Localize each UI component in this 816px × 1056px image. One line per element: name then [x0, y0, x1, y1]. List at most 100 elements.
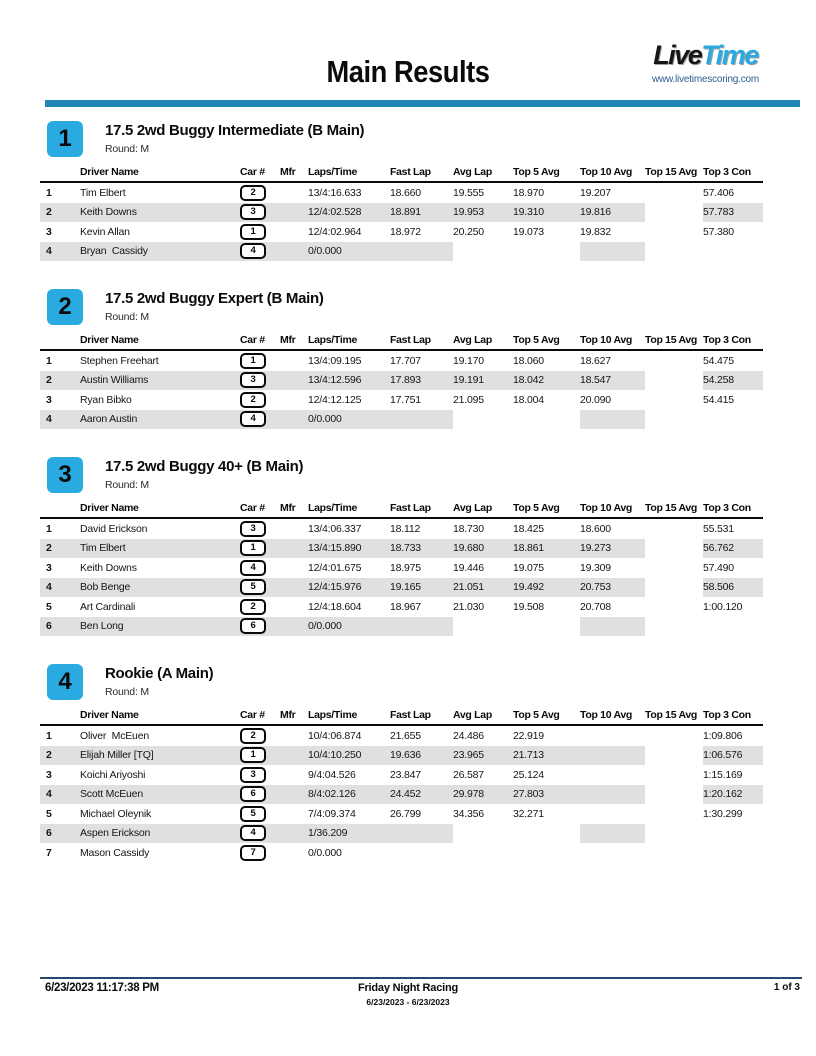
cell-mfr [280, 726, 308, 746]
col-header-avg: Avg Lap [453, 166, 492, 178]
table-row: 2 Elijah Miller [TQ] 1 10/4:10.250 19.636 23.… [40, 745, 763, 765]
cell-driver: Tim Elbert [80, 186, 126, 199]
col-header-laps: Laps/Time [308, 334, 358, 346]
cell-laps: 10/4:10.250 [308, 745, 390, 765]
cell-top15 [645, 577, 703, 597]
cell-top10 [580, 823, 645, 843]
cell-fast: 17.707 [390, 354, 421, 367]
car-number-badge: 4 [240, 243, 266, 260]
col-header-top15: Top 15 Avg [645, 334, 698, 346]
cell-driver: Kevin Allan [80, 225, 130, 238]
cell-pos: 2 [40, 538, 80, 558]
cell-fast: 19.165 [390, 577, 453, 597]
col-header-top5: Top 5 Avg [513, 709, 560, 721]
cell-mfr [280, 823, 308, 843]
cell-laps: 13/4:12.596 [308, 370, 390, 390]
cell-pos: 5 [46, 600, 52, 613]
cell-driver: Keith Downs [80, 202, 240, 222]
cell-fast: 18.967 [390, 600, 421, 613]
cell-driver: Michael Oleynik [80, 807, 152, 820]
cell-pos: 6 [40, 823, 80, 843]
results-table: Driver Name Car # Mfr Laps/Time Fast Lap Avg … [40, 166, 763, 261]
cell-top10: 18.547 [580, 370, 645, 390]
cell-top5: 18.060 [513, 354, 544, 367]
col-header-top15: Top 15 Avg [645, 709, 698, 721]
cell-top15 [645, 183, 703, 203]
footer-timestamp: 6/23/2023 11:17:38 PM [45, 982, 159, 994]
cell-mfr [280, 765, 308, 785]
page-title: Main Results [326, 54, 490, 89]
cell-top15 [645, 823, 703, 843]
cell-avg [453, 409, 513, 429]
cell-avg [453, 823, 513, 843]
cell-avg [453, 843, 513, 863]
cell-avg: 19.953 [453, 202, 513, 222]
logo-time-text: Time [701, 40, 759, 70]
cell-top5: 19.310 [513, 202, 580, 222]
cell-top15 [645, 370, 703, 390]
cell-top3: 55.531 [703, 522, 734, 535]
col-header-top10: Top 10 Avg [580, 709, 633, 721]
cell-avg: 20.250 [453, 225, 484, 238]
cell-car: 4 [240, 823, 280, 843]
cell-mfr [280, 558, 308, 578]
results-section: 1 17.5 2wd Buggy Intermediate (B Main) Rou… [0, 121, 816, 261]
cell-fast: 18.972 [390, 225, 421, 238]
cell-top5 [513, 823, 580, 843]
results-table: Driver Name Car # Mfr Laps/Time Fast Lap Avg … [40, 334, 763, 429]
cell-laps: 12/4:15.976 [308, 577, 390, 597]
cell-avg: 19.555 [453, 186, 484, 199]
col-header-car: Car # [240, 166, 265, 178]
cell-top5 [513, 843, 580, 863]
col-header-top15: Top 15 Avg [645, 166, 698, 178]
cell-top10: 19.273 [580, 538, 645, 558]
cell-car: 4 [240, 241, 280, 261]
cell-laps: 13/4:16.633 [308, 186, 362, 199]
table-row: 1 Tim Elbert 2 13/4:16.633 18.660 19.555 18.97… [40, 183, 763, 203]
cell-top3: 1:30.299 [703, 807, 743, 820]
col-header-laps: Laps/Time [308, 709, 358, 721]
cell-car: 1 [240, 351, 280, 371]
section-titles: 17.5 2wd Buggy Expert (B Main) Round: M [105, 289, 324, 326]
cell-avg: 21.030 [453, 600, 484, 613]
results-section: 4 Rookie (A Main) Round: M Driver Name Car #… [0, 664, 816, 863]
table-row: 3 Keith Downs 4 12/4:01.675 18.975 19.446 19.0… [40, 558, 763, 578]
cell-laps: 12/4:18.604 [308, 600, 362, 613]
cell-driver: Art Cardinali [80, 600, 136, 613]
cell-driver: Ryan Bibko [80, 393, 132, 406]
section-round: Round: M [105, 311, 149, 323]
col-header-driver: Driver Name [80, 334, 139, 346]
cell-avg: 24.486 [453, 729, 484, 742]
cell-pos: 3 [46, 393, 52, 406]
cell-laps: 0/0.000 [308, 241, 390, 261]
cell-top15 [645, 804, 703, 824]
cell-car: 1 [240, 745, 280, 765]
col-header-pos [40, 334, 80, 346]
car-number-badge: 2 [240, 184, 266, 201]
cell-laps: 9/4:04.526 [308, 768, 356, 781]
cell-driver: Bob Benge [80, 577, 240, 597]
cell-top5: 18.042 [513, 370, 580, 390]
cell-top3 [703, 616, 763, 636]
table-header-row: Driver Name Car # Mfr Laps/Time Fast Lap Avg … [40, 166, 763, 183]
cell-top15 [645, 558, 703, 578]
cell-top15 [645, 784, 703, 804]
table-header-row: Driver Name Car # Mfr Laps/Time Fast Lap Avg … [40, 502, 763, 519]
cell-mfr [280, 183, 308, 203]
cell-laps: 0/0.000 [308, 409, 390, 429]
cell-fast: 24.452 [390, 784, 453, 804]
cell-top10 [580, 804, 645, 824]
section-title: Rookie (A Main) [105, 665, 214, 682]
section-round: Round: M [105, 479, 149, 491]
cell-car: 4 [240, 558, 280, 578]
car-number-badge: 3 [240, 766, 266, 783]
cell-driver: Koichi Ariyoshi [80, 768, 146, 781]
cell-car: 2 [240, 726, 280, 746]
cell-driver: Bryan Cassidy [80, 241, 240, 261]
col-header-avg: Avg Lap [453, 334, 492, 346]
cell-top3: 57.783 [703, 202, 763, 222]
section-number-badge: 4 [47, 664, 83, 700]
section-title: 17.5 2wd Buggy 40+ (B Main) [105, 458, 304, 475]
cell-pos: 5 [46, 807, 52, 820]
cell-pos: 7 [46, 846, 52, 859]
